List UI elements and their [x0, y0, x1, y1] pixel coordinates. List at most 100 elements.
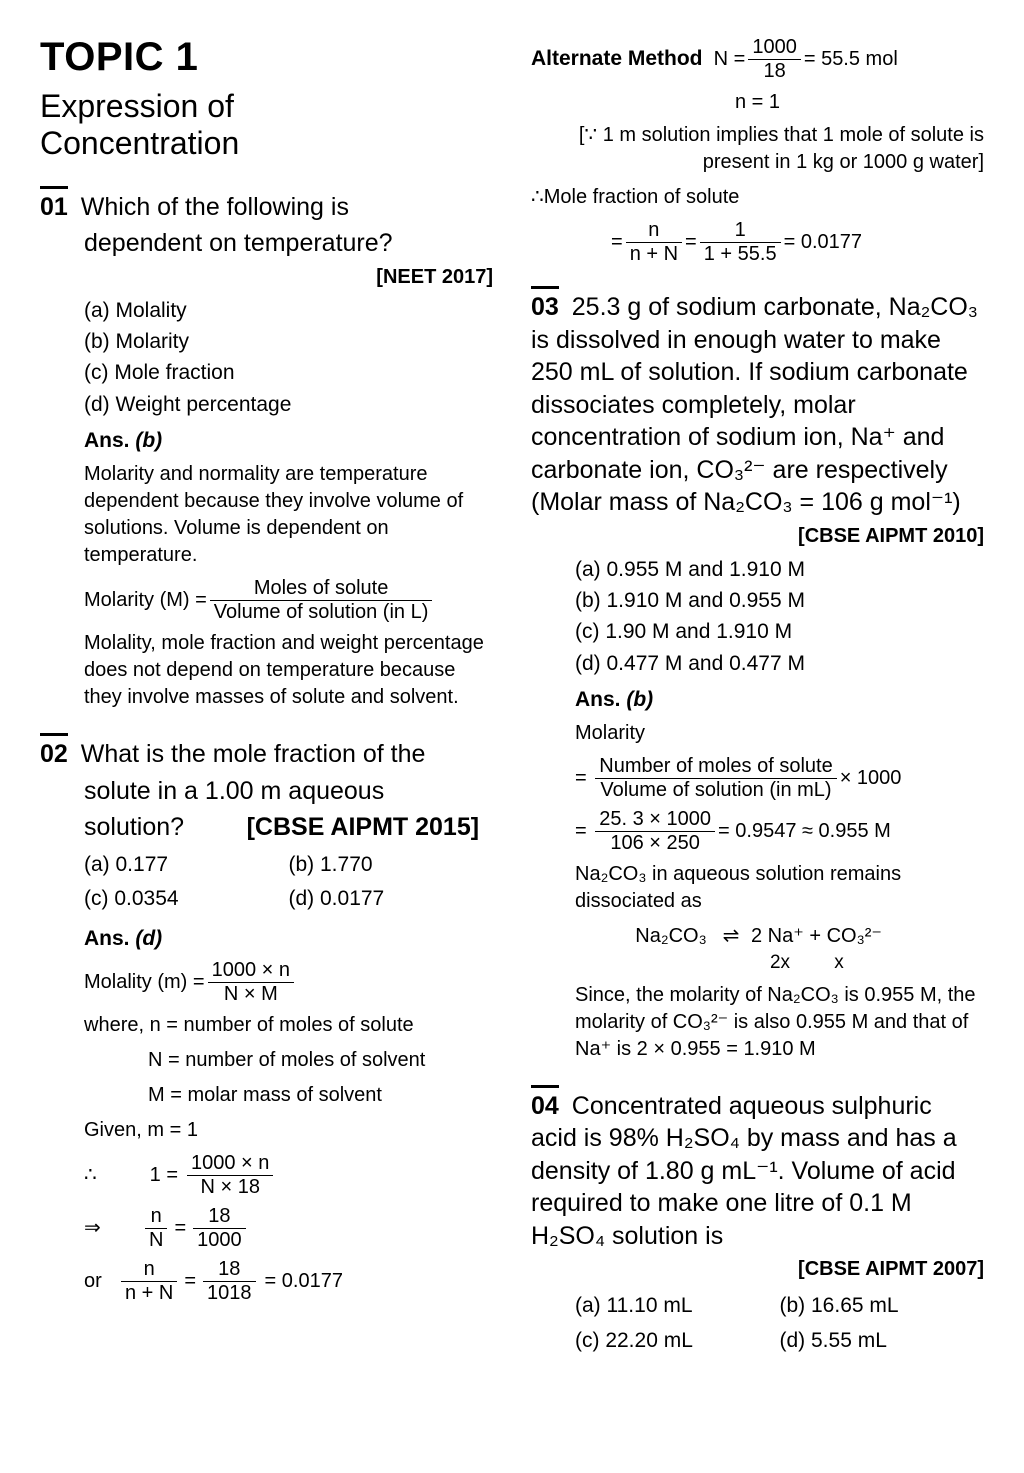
q01-ans-label: Ans. [84, 429, 130, 452]
q04-source: [CBSE AIPMT 2007] [531, 1256, 984, 1283]
q02-eq2-den1: N [145, 1229, 167, 1252]
q03-mol-label: Molarity [575, 720, 984, 747]
q02-implies: ⇒ [84, 1215, 118, 1242]
q01-expl2: Molality, mole fraction and weight perce… [84, 630, 493, 711]
q03-rxn-arrow: ⇌ [711, 923, 751, 950]
q02-given: Given, m = 1 [84, 1117, 493, 1144]
alt-mf-val: = 0.0177 [784, 229, 862, 256]
q03-calc-num: 25. 3 × 1000 [595, 808, 715, 832]
q02-molality: Molality (m) = 1000 × n N × M [84, 959, 493, 1006]
q02-where-n: where, n = number of moles of solute [84, 1012, 493, 1039]
topic-title-l1: Expression of [40, 88, 234, 124]
q04-number: 04 [531, 1085, 559, 1123]
q02-eq1-num: 1000 × n [187, 1152, 273, 1176]
q02-eq1-lhs: 1 = [118, 1162, 178, 1189]
alt-method-line: Alternate Method N = 1000 18 = 55.5 mol [531, 36, 984, 83]
q01-opt-c: (c) Mole fraction [84, 359, 493, 387]
q03-text: 25.3 g of sodium carbonate, Na₂CO₃ is di… [531, 293, 978, 516]
q03-ans-val: (b) [626, 688, 653, 711]
q04-text: Concentrated aqueous sulphuric acid is 9… [531, 1092, 957, 1250]
alt-mf-eq1: = [611, 229, 623, 256]
q04-opt-d: (d) 5.55 mL [780, 1327, 985, 1355]
alt-method-label: Alternate Method [531, 45, 703, 73]
q02-where-N: N = number of moles of solvent [148, 1047, 493, 1074]
q02-eq3: or n n + N = 18 1018 = 0.0177 [84, 1258, 493, 1305]
alt-mf-den2: 1 + 55.5 [700, 243, 781, 266]
q03-opt-a: (a) 0.955 M and 1.910 M [575, 556, 984, 584]
q04-opt-a: (a) 11.10 mL [575, 1292, 780, 1320]
q03-opt-c: (c) 1.90 M and 1.910 M [575, 618, 984, 646]
q02-number: 02 [40, 733, 68, 771]
q03-mol-formula: = Number of moles of solute Volume of so… [575, 755, 984, 802]
alt-N-num: 1000 [748, 36, 801, 60]
q02-text-l2: solute in a 1.00 m aqueous [84, 775, 493, 808]
q03-rxn-subm: 2x [751, 950, 809, 976]
q03-mol-den: Volume of solution (in mL) [595, 779, 836, 802]
q02-eq3-eq: = [184, 1268, 196, 1295]
q02-opt-c: (c) 0.0354 [84, 885, 289, 913]
q03-calc: = 25. 3 × 1000 106 × 250 = 0.9547 ≈ 0.95… [575, 808, 984, 855]
q02-eq3-num1: n [121, 1258, 177, 1282]
alt-n1: n = 1 [531, 89, 984, 116]
q03-calc-den: 106 × 250 [595, 832, 715, 855]
q02-therefore: ∴ [84, 1162, 118, 1189]
q01-number: 01 [40, 186, 68, 224]
q02-eq2: ⇒ n N = 18 1000 [84, 1205, 493, 1252]
question-01: 01 Which of the following is dependent o… [40, 186, 493, 712]
q03-rxn-lhs: Na₂CO₃ [631, 923, 711, 950]
q03-reaction: Na₂CO₃ ⇌ 2 Na⁺ + CO₃²⁻ 2x x [631, 923, 984, 976]
q02-molality-lhs: Molality (m) = [84, 969, 205, 996]
q03-number: 03 [531, 286, 559, 324]
q02-eq3-val: = 0.0177 [265, 1268, 343, 1295]
q01-text-l2: dependent on temperature? [84, 227, 493, 260]
q02-eq3-den1: n + N [121, 1282, 177, 1305]
alt-note: [∵ 1 m solution implies that 1 mole of s… [531, 122, 984, 176]
q03-opt-d: (d) 0.477 M and 0.477 M [575, 650, 984, 678]
q02-source: [CBSE AIPMT 2015] [247, 813, 479, 841]
topic-title: Expression of Concentration [40, 88, 493, 162]
q03-mol-times: × 1000 [840, 765, 902, 792]
question-02: 02 What is the mole fraction of the solu… [40, 733, 493, 1305]
q03-rxn-rhs: 2 Na⁺ + CO₃²⁻ [751, 923, 882, 950]
q01-formula-lhs: Molarity (M) = [84, 587, 207, 614]
q02-eq3-den2: 1018 [203, 1282, 256, 1305]
q01-formula-num: Moles of solute [210, 577, 433, 601]
q03-source: [CBSE AIPMT 2010] [531, 523, 984, 550]
q02-text-l1: What is the mole fraction of the [81, 740, 426, 768]
topic-title-l2: Concentration [40, 125, 239, 161]
q03-ans-label: Ans. [575, 688, 621, 711]
q01-expl1: Molarity and normality are temperature d… [84, 461, 493, 569]
q02-eq2-num1: n [145, 1205, 167, 1229]
alt-mf-label: ∴Mole fraction of solute [531, 184, 984, 211]
q02-eq3-num2: 18 [203, 1258, 256, 1282]
q02-eq1-den: N × 18 [187, 1176, 273, 1199]
q03-rxn-subr: x [809, 950, 869, 976]
q01-text-l1: Which of the following is [81, 193, 349, 221]
q02-eq1: ∴ 1 = 1000 × n N × 18 [84, 1152, 493, 1199]
alt-mf-den1: n + N [626, 243, 682, 266]
q04-opt-c: (c) 22.20 mL [575, 1327, 780, 1355]
q02-opt-a: (a) 0.177 [84, 851, 289, 879]
q02-eq2-num2: 18 [193, 1205, 246, 1229]
q02-where-M: M = molar mass of solvent [148, 1082, 493, 1109]
q02-opt-d: (d) 0.0177 [289, 885, 494, 913]
question-03: 03 25.3 g of sodium carbonate, Na₂CO₃ is… [531, 286, 984, 1063]
topic-number: TOPIC 1 [40, 30, 493, 84]
q01-ans-val: (b) [135, 429, 162, 452]
q01-opt-d: (d) Weight percentage [84, 391, 493, 419]
q02-eq2-den2: 1000 [193, 1229, 246, 1252]
alt-mf-eq: = n n + N = 1 1 + 55.5 = 0.0177 [611, 219, 984, 266]
q02-molality-den: N × M [208, 983, 294, 1006]
question-04: 04 Concentrated aqueous sulphuric acid i… [531, 1085, 984, 1358]
q02-ans-label: Ans. [84, 927, 130, 950]
q03-opt-b: (b) 1.910 M and 0.955 M [575, 587, 984, 615]
q01-formula: Molarity (M) = Moles of solute Volume of… [84, 577, 493, 624]
q02-text-l3: solution? [84, 813, 184, 841]
alt-N-lhs: N = [714, 46, 746, 73]
q02-eq2-eq: = [174, 1215, 186, 1242]
q01-source: [NEET 2017] [40, 264, 493, 291]
q02-ans-val: (d) [135, 927, 162, 950]
q01-opt-a: (a) Molality [84, 297, 493, 325]
alt-mf-num1: n [626, 219, 682, 243]
q02-opt-b: (b) 1.770 [289, 851, 494, 879]
